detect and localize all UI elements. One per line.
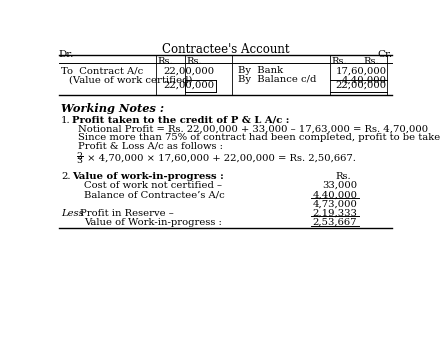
Text: Rs.: Rs.	[363, 57, 379, 66]
Text: Rs.: Rs.	[187, 57, 202, 66]
Text: Profit taken to the credit of P & L A/c :: Profit taken to the credit of P & L A/c …	[72, 115, 290, 125]
Text: To  Contract A/c: To Contract A/c	[61, 66, 143, 75]
Text: 2: 2	[76, 152, 82, 161]
Text: 17,60,000: 17,60,000	[336, 66, 387, 75]
Text: Contractee's Account: Contractee's Account	[162, 43, 289, 56]
Text: Rs.: Rs.	[158, 57, 173, 66]
Text: 2,53,667: 2,53,667	[313, 218, 357, 227]
Text: 4,40,000: 4,40,000	[342, 76, 387, 84]
Text: Notional Profit = Rs. 22,00,000 + 33,000 – 17,63,000 = Rs. 4,70,000: Notional Profit = Rs. 22,00,000 + 33,000…	[78, 125, 429, 134]
Text: 1.: 1.	[61, 115, 71, 125]
Text: (Value of work certified): (Value of work certified)	[69, 76, 192, 84]
Text: 4,40,000: 4,40,000	[312, 190, 357, 199]
Text: Rs.: Rs.	[336, 172, 351, 181]
Text: 4,73,000: 4,73,000	[312, 199, 357, 208]
Text: 22,00,000: 22,00,000	[164, 81, 215, 90]
Text: Cr.: Cr.	[377, 50, 392, 59]
Text: Working Notes :: Working Notes :	[61, 103, 164, 114]
Text: Dr.: Dr.	[59, 50, 74, 59]
Text: Profit & Loss A/c as follows :: Profit & Loss A/c as follows :	[78, 142, 223, 151]
Text: Value of work-in-progress :: Value of work-in-progress :	[72, 172, 224, 181]
Text: 2,19,333: 2,19,333	[312, 209, 357, 218]
Text: 22,00,000: 22,00,000	[336, 81, 387, 90]
Text: Cost of work not certified –: Cost of work not certified –	[84, 181, 223, 190]
Text: Profit in Reserve –: Profit in Reserve –	[80, 209, 173, 218]
Text: Value of Work-in-progress :: Value of Work-in-progress :	[84, 218, 222, 227]
Text: Rs.: Rs.	[332, 57, 347, 66]
Text: By  Bank: By Bank	[238, 66, 283, 75]
Text: 2.: 2.	[61, 172, 71, 181]
Text: Balance of Contractee’s A/c: Balance of Contractee’s A/c	[84, 190, 225, 199]
Text: By  Balance c/d: By Balance c/d	[238, 76, 316, 84]
Text: 33,000: 33,000	[322, 181, 357, 190]
Text: 22,00,000: 22,00,000	[164, 66, 215, 75]
Text: Less: Less	[61, 209, 84, 218]
Text: Since more than 75% of contract had been completed, profit to be taken to the cr: Since more than 75% of contract had been…	[78, 133, 440, 142]
Text: 3: 3	[76, 156, 82, 164]
Text: × 4,70,000 × 17,60,000 + 22,00,000 = Rs. 2,50,667.: × 4,70,000 × 17,60,000 + 22,00,000 = Rs.…	[84, 153, 356, 162]
